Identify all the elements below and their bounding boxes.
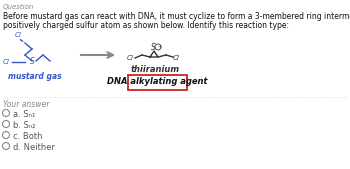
Text: Question: Question: [3, 4, 34, 10]
Circle shape: [2, 110, 9, 116]
Text: Cl: Cl: [3, 59, 10, 65]
Text: Your answer: Your answer: [3, 100, 49, 109]
Text: S: S: [150, 43, 155, 53]
FancyBboxPatch shape: [127, 75, 187, 90]
Circle shape: [2, 120, 9, 127]
Text: +: +: [157, 43, 162, 49]
Text: Cl: Cl: [173, 55, 180, 61]
Text: Before mustard gas can react with DNA, it must cyclize to form a 3-membered ring: Before mustard gas can react with DNA, i…: [3, 12, 350, 21]
Text: positively charged sulfur atom as shown below. Identify this reaction type:: positively charged sulfur atom as shown …: [3, 21, 289, 30]
Text: mustard gas: mustard gas: [8, 72, 62, 81]
Text: DNA alkylating agent: DNA alkylating agent: [107, 78, 207, 87]
Text: Cl: Cl: [127, 55, 134, 61]
Text: Cl: Cl: [15, 32, 22, 38]
Circle shape: [2, 142, 9, 150]
Text: b. Sₙ₂: b. Sₙ₂: [13, 121, 35, 130]
Text: c. Both: c. Both: [13, 132, 42, 141]
Circle shape: [2, 131, 9, 139]
Text: d. Neither: d. Neither: [13, 143, 55, 152]
Text: a. Sₙ₁: a. Sₙ₁: [13, 110, 35, 119]
Text: thiiranium: thiiranium: [131, 65, 180, 74]
Text: S: S: [30, 56, 35, 66]
